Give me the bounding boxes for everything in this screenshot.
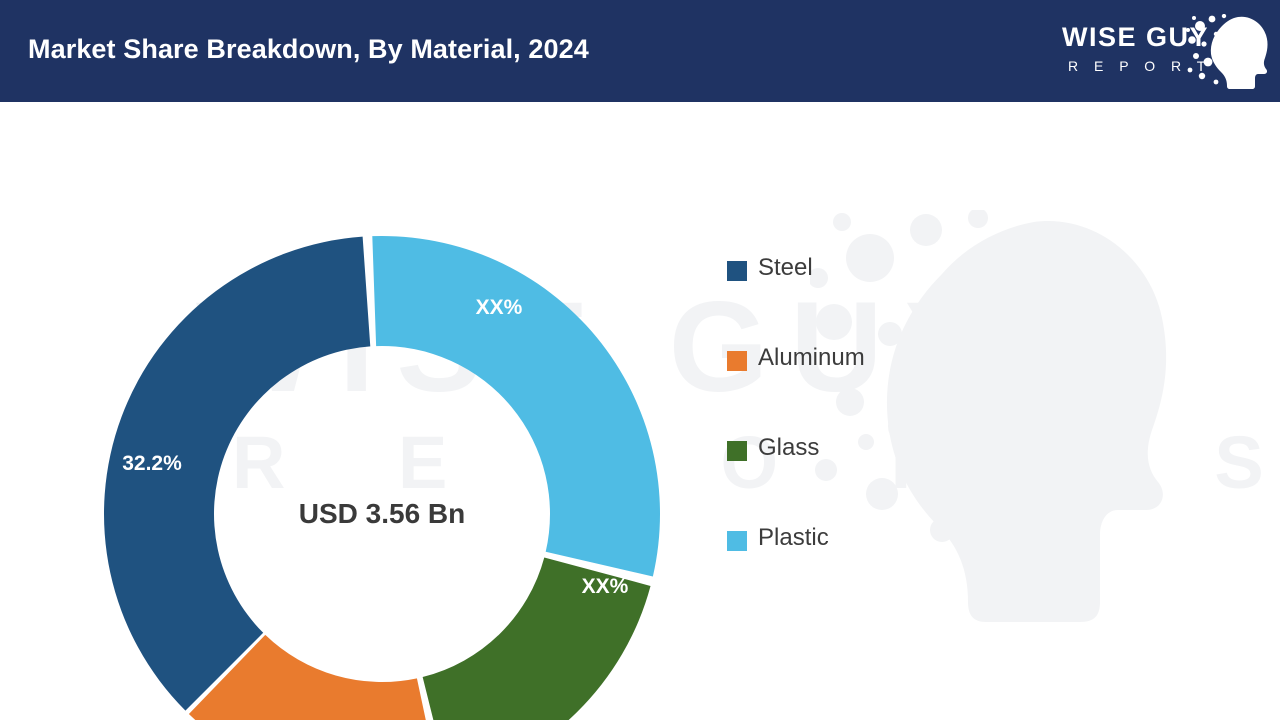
slice-label-steel: 32.2%	[122, 452, 182, 475]
page-title: Market Share Breakdown, By Material, 202…	[28, 34, 589, 64]
donut-chart: 32.2% XX% XX% XX% USD 3.56 Bn	[0, 102, 1280, 720]
donut-slices	[104, 236, 660, 720]
legend-item-plastic[interactable]: Plastic	[727, 524, 1027, 617]
donut-center-value: USD 3.56 Bn	[298, 498, 466, 529]
slice-label-plastic: XX%	[475, 296, 523, 319]
legend-swatch-aluminum	[727, 351, 747, 371]
legend-label-glass: Glass	[758, 434, 820, 461]
legend-label-steel: Steel	[758, 254, 813, 281]
head-profile-dots-icon	[1186, 14, 1268, 90]
legend-label-aluminum: Aluminum	[758, 344, 865, 371]
donut-slice-plastic[interactable]	[372, 236, 660, 577]
legend-item-steel[interactable]: Steel	[727, 254, 1027, 347]
logo-primary-text: WISE GUY	[1062, 22, 1210, 52]
chart-body: WISE GUY R E P O R T S	[0, 102, 1280, 720]
legend-label-plastic: Plastic	[758, 524, 829, 551]
legend-item-aluminum[interactable]: Aluminum	[727, 344, 1027, 437]
brand-logo: WISE GUY R E P O R T S	[1060, 12, 1272, 90]
donut-chart-svg	[104, 236, 660, 720]
donut-slice-glass[interactable]	[422, 557, 651, 720]
donut-slice-aluminum[interactable]	[188, 634, 440, 720]
slice-label-glass: XX%	[581, 575, 629, 598]
legend-swatch-plastic	[727, 531, 747, 551]
chart-legend: Steel Aluminum Glass Plastic	[727, 254, 1027, 617]
legend-swatch-glass	[727, 441, 747, 461]
page-header: Market Share Breakdown, By Material, 202…	[0, 0, 1280, 102]
legend-swatch-steel	[727, 261, 747, 281]
donut-slice-steel[interactable]	[104, 236, 371, 711]
legend-item-glass[interactable]: Glass	[727, 434, 1027, 527]
